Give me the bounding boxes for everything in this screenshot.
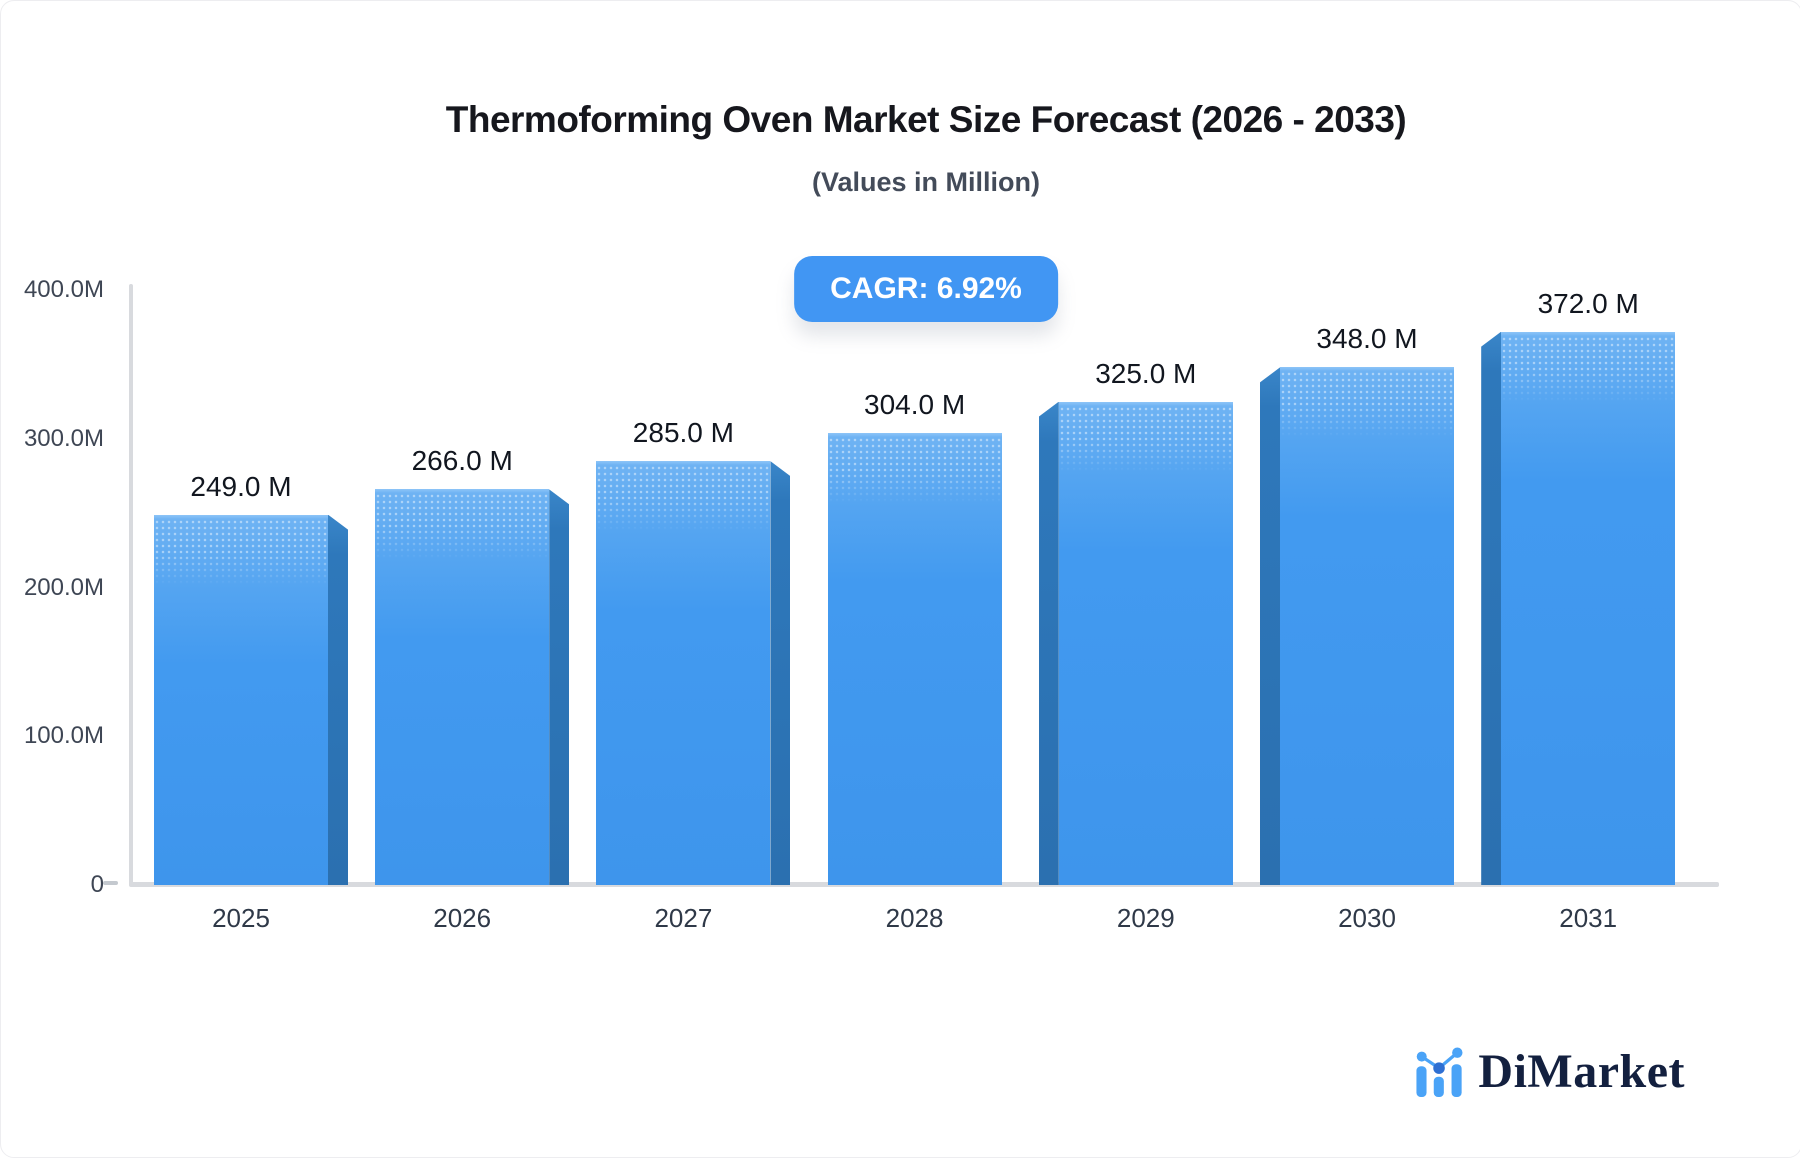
- bar-value-label-2030: 348.0 M: [1316, 323, 1418, 355]
- brand-name: DiMarket: [1478, 1044, 1685, 1098]
- y-tick-label-300: 300.0M: [23, 424, 104, 452]
- bar-2027[interactable]: [596, 461, 771, 885]
- x-tick-label-2026: 2026: [433, 903, 492, 933]
- bar-side-face-2025: [328, 514, 348, 885]
- bar-side-face-2027: [770, 461, 791, 885]
- dimarket-logo-icon: [1416, 1047, 1463, 1097]
- x-tick-label-2031: 2031: [1559, 903, 1618, 933]
- bar-value-label-2026: 266.0 M: [411, 445, 513, 477]
- y-axis-line: [129, 284, 133, 886]
- y-tick-label-100: 100.0M: [23, 722, 104, 750]
- bar-side-face-2031: [1481, 331, 1502, 885]
- bar-side-face-2030: [1260, 367, 1280, 885]
- brand-logo: DiMarket: [1415, 1043, 1685, 1099]
- bar-side-face-2029: [1038, 401, 1059, 885]
- y-tick-label-0: 0: [90, 871, 104, 898]
- bar-value-label-2029: 325.0 M: [1095, 357, 1197, 389]
- x-tick-label-2028: 2028: [885, 903, 944, 933]
- bar-value-label-2025: 249.0 M: [190, 470, 292, 502]
- y-tick-label-400: 400.0M: [23, 276, 104, 303]
- chart-subtitle: (Values in Million): [811, 167, 1041, 197]
- bar-2025[interactable]: [154, 514, 328, 885]
- chart-title: Thermoforming Oven Market Size Forecast …: [445, 99, 1407, 140]
- bar-value-label-2031: 372.0 M: [1537, 287, 1639, 319]
- bar-2031[interactable]: [1501, 331, 1676, 885]
- bar-value-label-2028: 304.0 M: [864, 388, 966, 420]
- x-tick-label-2030: 2030: [1338, 903, 1396, 933]
- bar-side-face-2026: [549, 489, 570, 885]
- bar-value-label-2027: 285.0 M: [632, 417, 734, 449]
- x-tick-label-2029: 2029: [1116, 903, 1175, 933]
- cagr-badge: CAGR: 6.92%: [794, 256, 1058, 322]
- zero-tick-mark: [103, 881, 118, 885]
- y-tick-label-200: 200.0M: [23, 573, 104, 601]
- bar-2028[interactable]: [827, 432, 1002, 885]
- bar-2030[interactable]: [1280, 367, 1454, 885]
- bar-2029[interactable]: [1058, 401, 1233, 885]
- x-tick-label-2027: 2027: [654, 903, 713, 933]
- bar-2026[interactable]: [375, 489, 550, 885]
- x-tick-label-2025: 2025: [212, 903, 270, 933]
